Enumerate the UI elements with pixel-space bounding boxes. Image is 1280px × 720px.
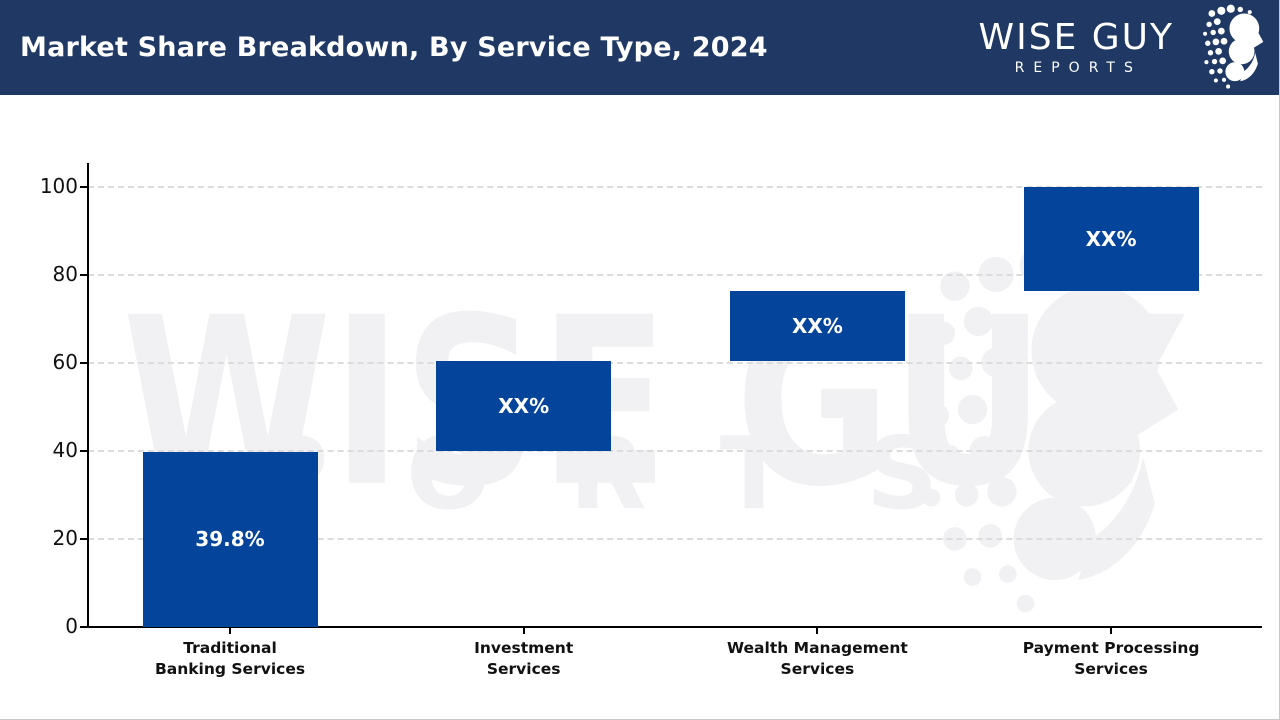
bar-investment-services: XX% <box>436 360 612 451</box>
x-axis-label: Investment Services <box>474 639 574 678</box>
logo-wordmark: WISE GUY <box>978 16 1174 58</box>
y-gridline <box>88 186 1262 188</box>
x-tick-mark <box>229 627 231 634</box>
y-tick-mark <box>80 186 88 188</box>
y-tick-mark <box>80 450 88 452</box>
logo-subtext: REPORTS <box>1014 59 1142 76</box>
x-axis-label: Traditional Banking Services <box>154 639 306 678</box>
y-tick-label: 40 <box>52 438 78 462</box>
y-tick-mark <box>80 362 88 364</box>
bar-value-label: XX% <box>791 313 843 338</box>
x-axis-label: Wealth Management Services <box>727 639 908 678</box>
bar-value-label: XX% <box>498 393 550 418</box>
bar-payment-processing-services: XX% <box>1023 187 1199 291</box>
header: Market Share Breakdown, By Service Type,… <box>0 0 1279 95</box>
y-axis-line <box>87 163 89 628</box>
y-tick-label: 0 <box>65 614 78 638</box>
y-tick-label: 60 <box>52 350 78 374</box>
y-tick-label: 80 <box>52 262 78 286</box>
x-axis-label: Payment Processing Services <box>1022 639 1200 678</box>
y-tick-label: 100 <box>39 174 78 198</box>
x-tick-mark <box>816 627 819 634</box>
x-axis-line <box>88 626 1262 628</box>
y-tick-mark <box>80 538 88 540</box>
brand-logo: WISE GUY REPORTS <box>979 2 1267 94</box>
bar-value-label: XX% <box>1085 226 1137 251</box>
x-tick-mark <box>522 627 525 634</box>
bar-value-label: 39.8% <box>195 527 265 552</box>
y-gridline <box>88 362 1262 364</box>
y-gridline <box>88 450 1262 452</box>
bar-wealth-management-services: XX% <box>729 290 905 361</box>
chart-title: Market Share Breakdown, By Service Type,… <box>20 32 768 63</box>
bar-traditional-banking-services: 39.8% <box>142 451 318 627</box>
y-tick-mark <box>80 626 88 628</box>
y-tick-label: 20 <box>52 526 78 550</box>
x-tick-mark <box>1110 627 1113 634</box>
y-gridline <box>88 538 1262 540</box>
y-tick-mark <box>80 274 88 276</box>
y-gridline <box>88 274 1262 276</box>
